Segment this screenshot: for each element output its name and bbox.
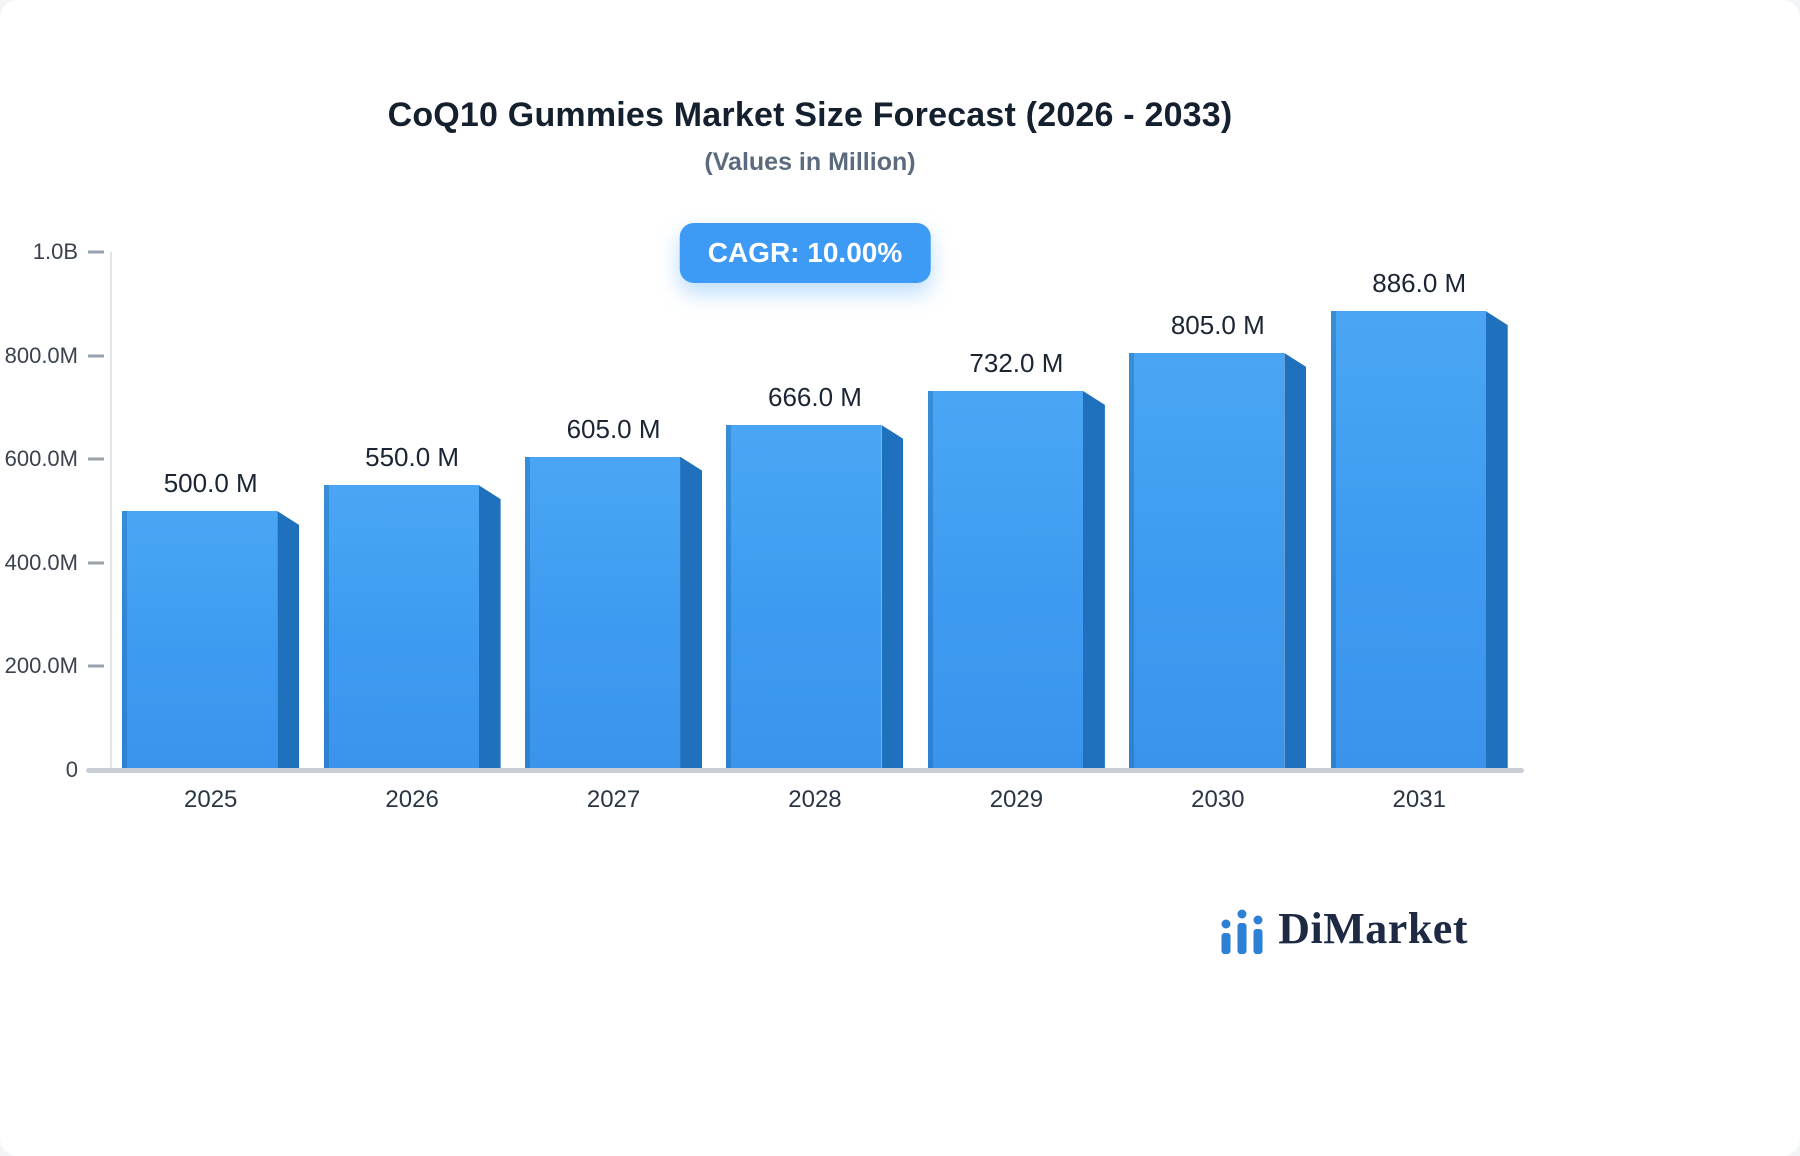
bar-face [927,390,1083,770]
bar-face [1129,353,1285,770]
bar-group-2028[interactable]: 666.0 M 2028 [726,252,904,813]
x-axis-label: 2029 [989,786,1044,813]
bar-group-2026[interactable]: 550.0 M 2026 [323,252,501,813]
x-axis-label: 2028 [788,786,842,813]
bar-group-2030[interactable]: 805.0 M 2030 [1129,252,1307,813]
bar-2025[interactable]: 500.0 M 2025 [122,468,300,813]
bar-value-label: 550.0 M [365,442,460,473]
bar-side-3d [277,511,300,770]
x-axis-label: 2030 [1191,786,1245,813]
chart-subtitle: (Values in Million) [704,148,916,176]
x-axis-line [86,768,1524,773]
bar-2031[interactable]: 886.0 M 2031 [1330,268,1508,813]
bar-chart-icon [1221,909,1263,954]
logo-text: DiMarket [1278,903,1468,953]
bar-2029[interactable]: 732.0 M 2029 [927,348,1105,813]
bar-2027[interactable]: 605.0 M 2027 [525,414,703,813]
y-axis-tick-mark [88,250,104,254]
cagr-badge: CAGR: 10.00% [679,223,931,283]
dimarket-logo: DiMarket [1220,902,1468,954]
y-axis-tick-label: 800.0M [4,342,78,368]
bar-group-2029[interactable]: 732.0 M 2029 [927,252,1105,813]
bar-face [525,456,681,770]
bar-2028[interactable]: 666.0 M 2028 [726,382,904,813]
y-axis-tick-label: 0 [65,757,78,782]
x-axis-label: 2031 [1392,786,1446,813]
bar-group-2031[interactable]: 886.0 M 2031 [1330,252,1508,813]
y-axis-tick-label: 400.0M [4,549,78,575]
bar-value-label: 666.0 M [767,382,862,413]
bar-value-label: 805.0 M [1170,310,1265,341]
y-axis-tick-label: 1.0B [32,239,78,264]
bar-group-2027[interactable]: 605.0 M 2027 [525,252,703,813]
y-axis-line [110,252,112,770]
bar-side-3d [680,456,703,770]
bar-2026[interactable]: 550.0 M 2026 [323,442,501,813]
bar-face [726,425,882,770]
bar-side-3d [1284,353,1307,770]
bar-side-3d [881,425,904,770]
y-axis-tick-label: 200.0M [4,653,78,679]
bar-value-label: 732.0 M [969,347,1064,378]
y-axis-tick-label: 600.0M [4,446,78,472]
y-axis-tick-mark [88,457,104,461]
y-axis-tick-mark [88,354,104,358]
chart-title: CoQ10 Gummies Market Size Forecast (2026… [387,96,1233,134]
bar-face [122,511,278,770]
bar-value-label: 886.0 M [1372,268,1467,299]
bar-2030[interactable]: 805.0 M 2030 [1129,310,1307,813]
x-axis-label: 2025 [184,786,238,813]
plot-area: 500.0 M 2025 550.0 M 2026 605.0 M 2027 666.0 M… [110,252,1520,813]
bar-side-3d [1082,390,1105,770]
y-axis-tick-mark [88,664,104,668]
bar-chart: 0 200.0M 400.0M 600.0M 800.0M 1.0B 500.0 M 202… [0,239,1540,813]
bar-value-label: 605.0 M [566,413,661,444]
bar-face [323,485,479,770]
bar-side-3d [478,485,501,770]
bar-side-3d [1485,311,1508,770]
x-axis-label: 2026 [385,786,439,813]
bar-value-label: 500.0 M [163,468,258,498]
y-axis-tick-mark [88,561,104,565]
bar-face [1330,311,1486,770]
bar-group-2025[interactable]: 500.0 M 2025 [122,252,300,813]
x-axis-label: 2027 [586,786,641,813]
